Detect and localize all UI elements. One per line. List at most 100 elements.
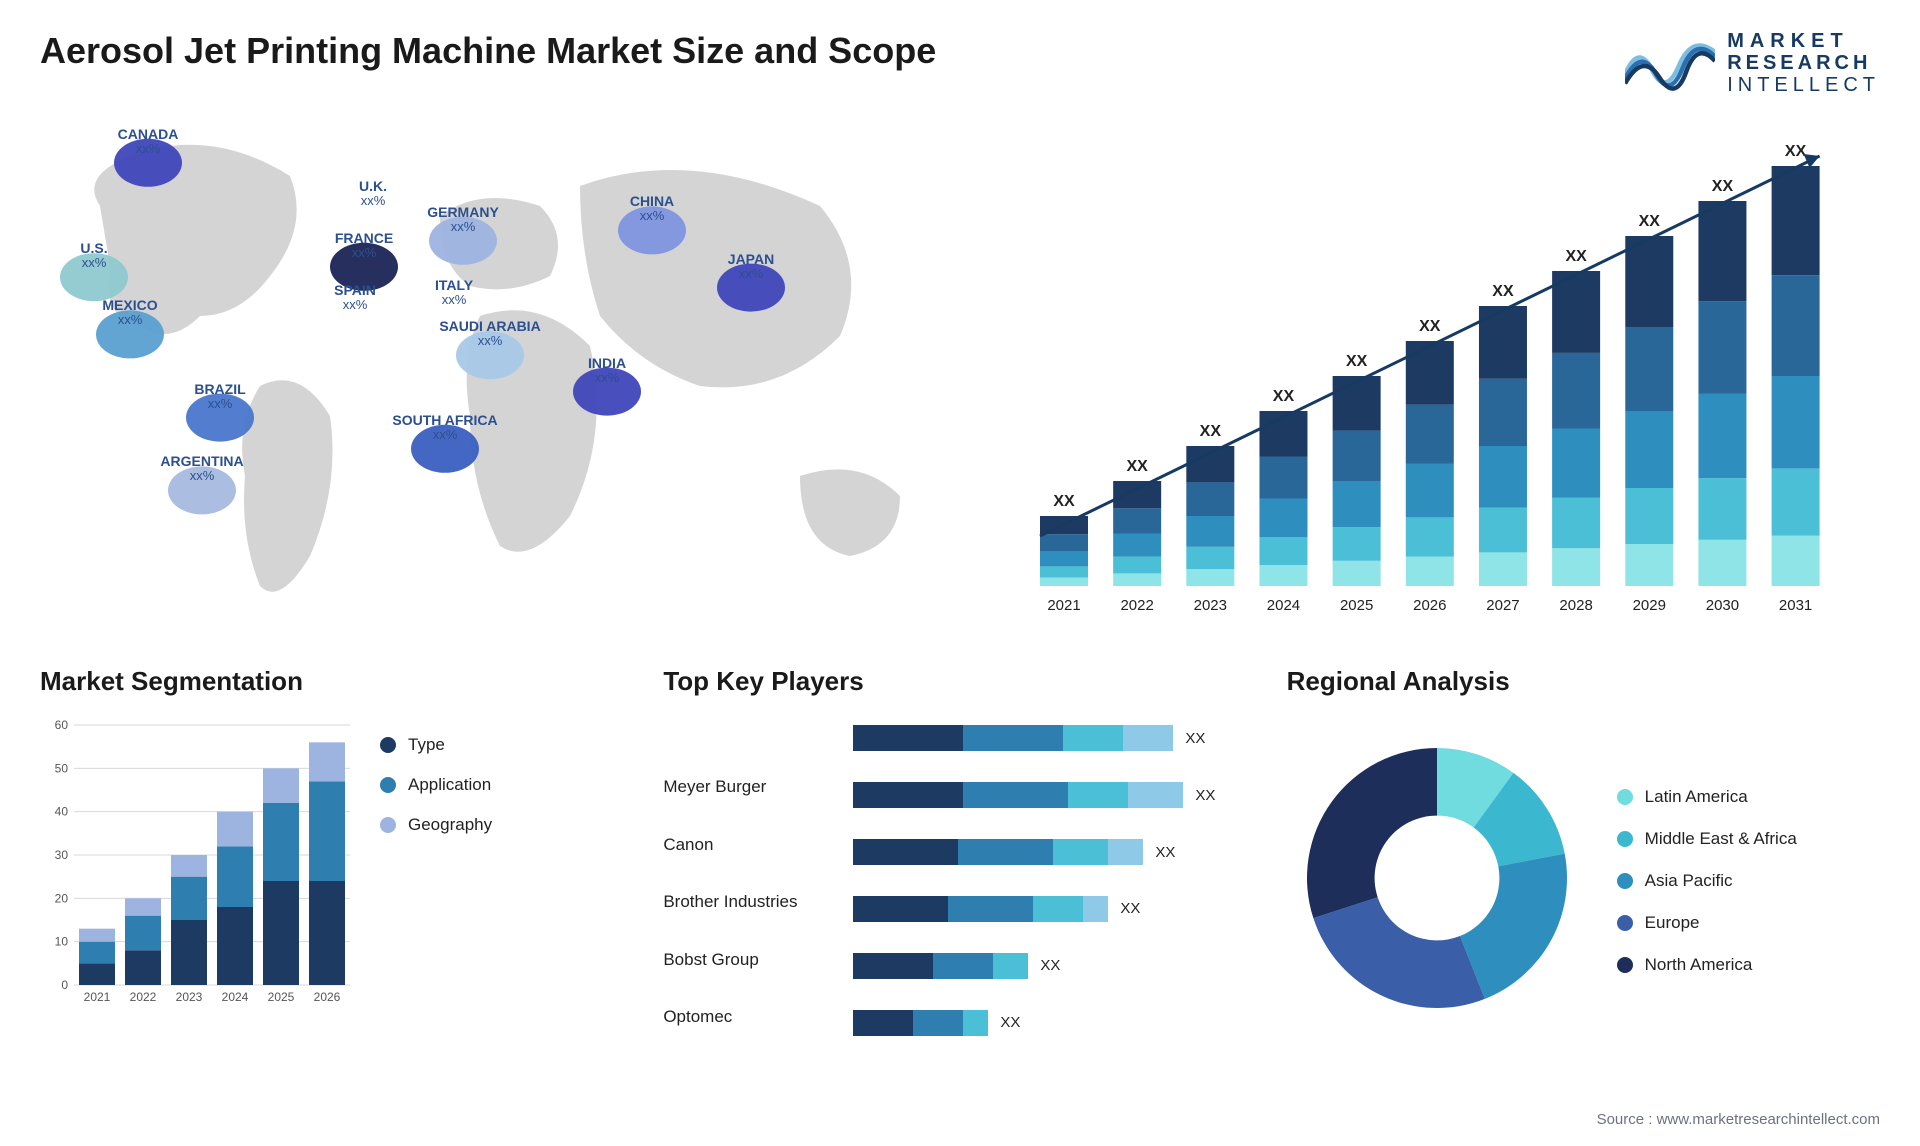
map-label-u-k-: U.K.xx%: [359, 178, 387, 209]
player-row: XX: [853, 782, 1256, 808]
logo-text-1: MARKET: [1727, 30, 1880, 52]
map-label-spain: SPAINxx%: [334, 282, 376, 313]
world-map: CANADAxx%U.S.xx%MEXICOxx%BRAZILxx%ARGENT…: [40, 116, 940, 636]
swatch-icon: [380, 737, 396, 753]
player-seg: [1083, 896, 1108, 922]
map-label-italy: ITALYxx%: [435, 276, 473, 307]
region-legend-asia-pacific: Asia Pacific: [1617, 871, 1880, 891]
map-label-france: FRANCExx%: [335, 230, 393, 261]
legend-label: Geography: [408, 815, 492, 835]
player-seg: [993, 953, 1028, 979]
player-value: XX: [1120, 900, 1140, 917]
source-attribution: Source : www.marketresearchintellect.com: [1597, 1111, 1880, 1128]
player-row: XX: [853, 725, 1256, 751]
svg-text:XX: XX: [1712, 178, 1734, 195]
svg-text:60: 60: [55, 718, 69, 732]
logo-text-3: INTELLECT: [1727, 74, 1880, 96]
svg-text:20: 20: [55, 891, 69, 905]
players-bars: XXXXXXXXXXXX: [853, 715, 1256, 1046]
player-seg: [1108, 839, 1143, 865]
seg-legend-geography: Geography: [380, 815, 633, 835]
svg-text:2025: 2025: [1340, 597, 1373, 614]
player-seg: [958, 839, 1053, 865]
map-label-china: CHINAxx%: [630, 193, 674, 224]
region-legend-middle-east-africa: Middle East & Africa: [1617, 829, 1880, 849]
svg-text:XX: XX: [1126, 458, 1148, 475]
regional-title: Regional Analysis: [1287, 666, 1880, 697]
player-seg: [933, 953, 993, 979]
legend-label: North America: [1645, 955, 1753, 975]
player-label: Canon: [663, 835, 843, 855]
player-bar: [853, 839, 1143, 865]
page-title: Aerosol Jet Printing Machine Market Size…: [40, 30, 936, 72]
legend-label: Europe: [1645, 913, 1700, 933]
player-value: XX: [1185, 730, 1205, 747]
map-label-canada: CANADAxx%: [118, 126, 179, 157]
player-row: XX: [853, 953, 1256, 979]
svg-text:XX: XX: [1639, 213, 1661, 230]
seg-legend-type: Type: [380, 735, 633, 755]
svg-text:2022: 2022: [1120, 597, 1153, 614]
map-label-germany: GERMANYxx%: [427, 204, 499, 235]
player-seg: [853, 725, 963, 751]
svg-text:2029: 2029: [1633, 597, 1666, 614]
player-seg: [1068, 782, 1128, 808]
map-label-argentina: ARGENTINAxx%: [160, 453, 243, 484]
player-seg: [963, 725, 1063, 751]
swatch-icon: [1617, 789, 1633, 805]
player-seg: [853, 782, 963, 808]
logo-text-2: RESEARCH: [1727, 52, 1880, 74]
svg-text:2028: 2028: [1559, 597, 1592, 614]
svg-text:10: 10: [55, 935, 69, 949]
players-panel: Top Key Players Meyer BurgerCanonBrother…: [663, 666, 1256, 1046]
svg-text:XX: XX: [1200, 423, 1222, 440]
player-label: Optomec: [663, 1007, 843, 1027]
player-seg: [963, 782, 1068, 808]
segmentation-legend: Type Application Geography: [380, 715, 633, 1046]
swatch-icon: [1617, 873, 1633, 889]
svg-text:50: 50: [55, 761, 69, 775]
svg-text:2031: 2031: [1779, 597, 1812, 614]
brand-logo: MARKET RESEARCH INTELLECT: [1625, 30, 1880, 96]
segmentation-title: Market Segmentation: [40, 666, 633, 697]
legend-label: Latin America: [1645, 787, 1748, 807]
player-bar: [853, 953, 1028, 979]
svg-text:2025: 2025: [268, 990, 295, 1004]
logo-waves-icon: [1625, 31, 1715, 96]
svg-text:0: 0: [61, 978, 68, 992]
svg-text:2021: 2021: [84, 990, 111, 1004]
player-seg: [853, 896, 948, 922]
player-seg: [1123, 725, 1173, 751]
legend-label: Asia Pacific: [1645, 871, 1733, 891]
regional-donut: [1287, 728, 1587, 1033]
player-row: XX: [853, 839, 1256, 865]
svg-text:2024: 2024: [1267, 597, 1300, 614]
swatch-icon: [1617, 915, 1633, 931]
map-label-india: INDIAxx%: [588, 354, 626, 385]
player-seg: [963, 1010, 988, 1036]
player-bar: [853, 725, 1173, 751]
svg-text:XX: XX: [1492, 283, 1514, 300]
svg-text:2021: 2021: [1047, 597, 1080, 614]
legend-label: Application: [408, 775, 491, 795]
player-seg: [853, 1010, 913, 1036]
player-seg: [1128, 782, 1183, 808]
player-label: Meyer Burger: [663, 777, 843, 797]
legend-label: Middle East & Africa: [1645, 829, 1797, 849]
swatch-icon: [380, 817, 396, 833]
player-value: XX: [1195, 787, 1215, 804]
svg-text:XX: XX: [1273, 388, 1295, 405]
svg-text:2023: 2023: [176, 990, 203, 1004]
player-seg: [853, 839, 958, 865]
map-label-brazil: BRAZILxx%: [194, 380, 245, 411]
svg-text:2030: 2030: [1706, 597, 1739, 614]
swatch-icon: [1617, 957, 1633, 973]
map-label-mexico: MEXICOxx%: [102, 297, 157, 328]
region-legend-north-america: North America: [1617, 955, 1880, 975]
player-seg: [913, 1010, 963, 1036]
regional-panel: Regional Analysis Latin America Middle Ea…: [1287, 666, 1880, 1046]
svg-text:XX: XX: [1565, 248, 1587, 265]
region-legend-latin-america: Latin America: [1617, 787, 1880, 807]
player-row: XX: [853, 896, 1256, 922]
seg-legend-application: Application: [380, 775, 633, 795]
